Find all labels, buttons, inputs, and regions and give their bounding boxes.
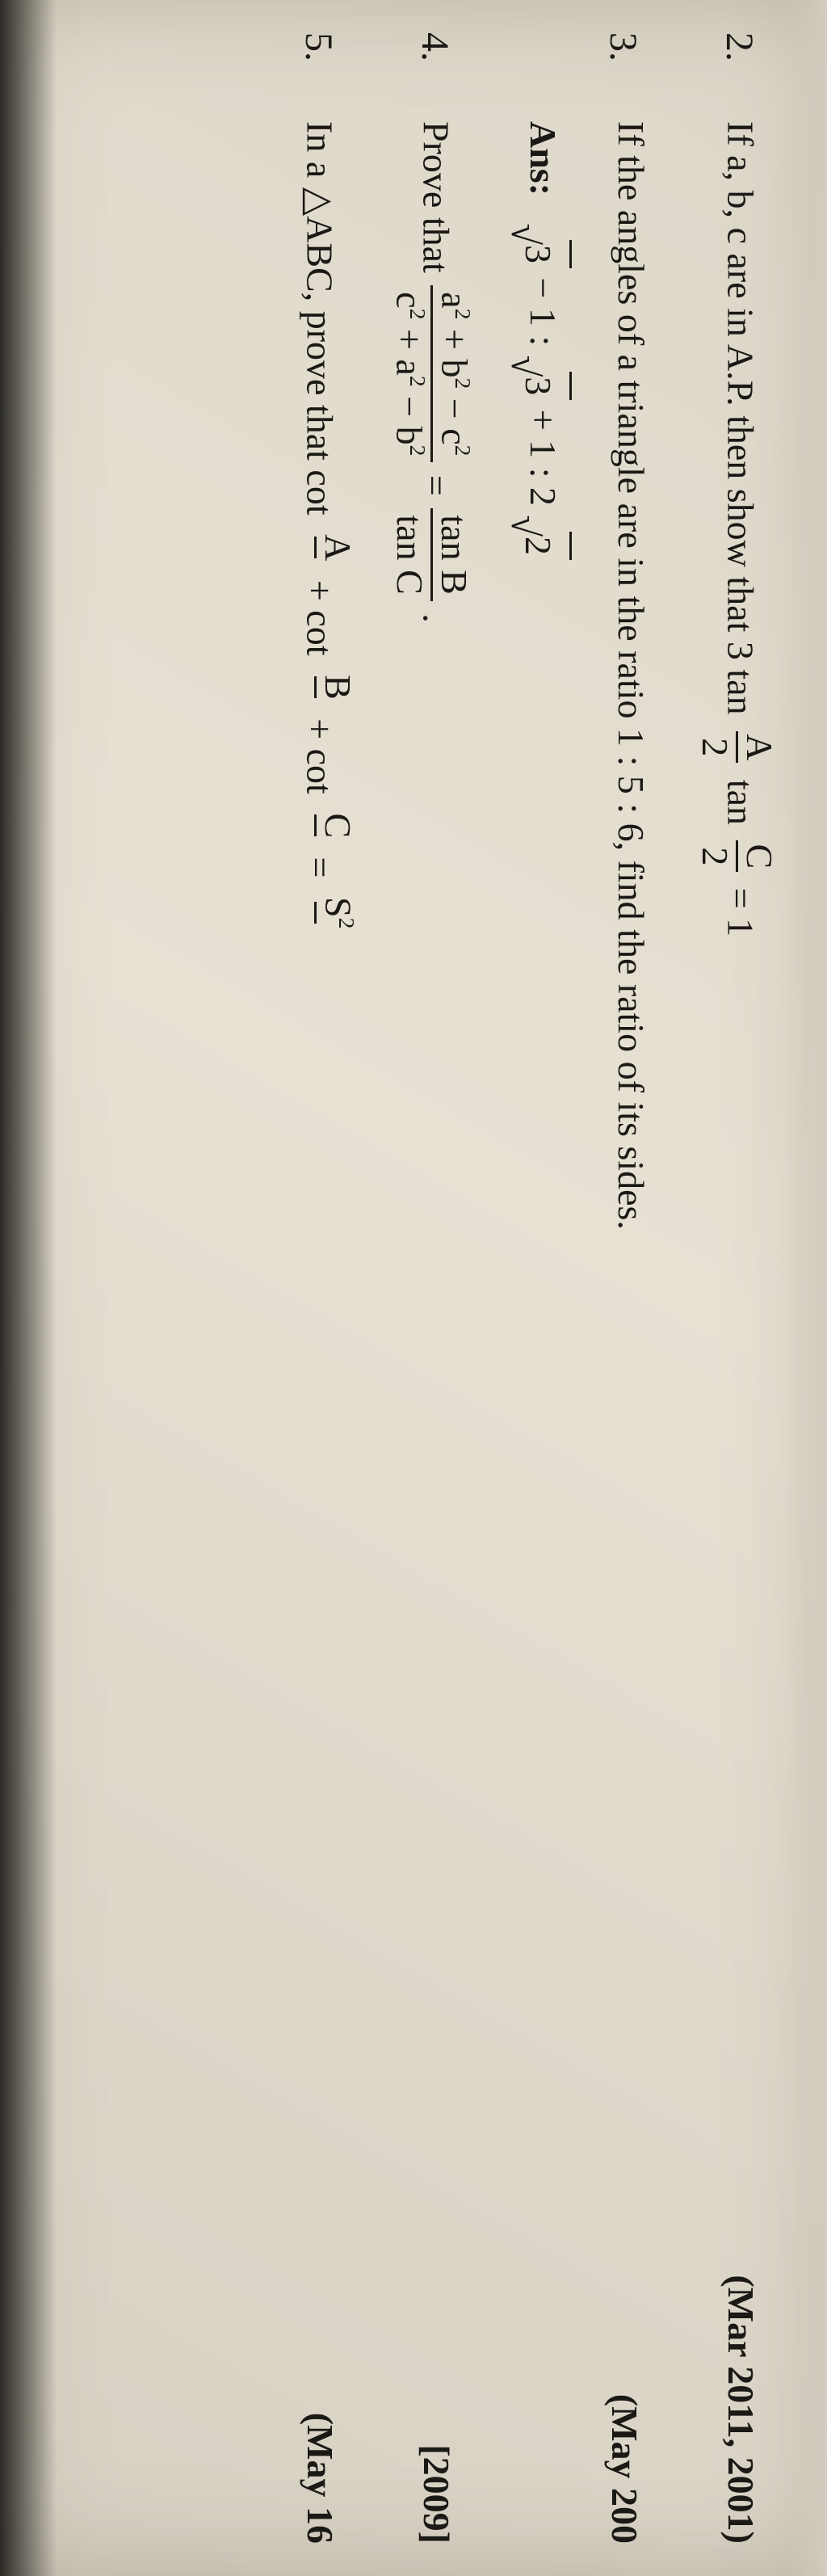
q3-text: If the angles of a triangle are in the r…	[611, 121, 652, 1230]
sq: 2	[451, 377, 476, 389]
numer: B	[317, 668, 357, 706]
answer-body: Ans: √ 3 − 1 : √ 3 + 1 : 2 √ 2	[506, 121, 574, 2544]
numer: C	[317, 806, 357, 844]
denom: 2	[695, 840, 737, 872]
page-top-shadow	[787, 0, 827, 2576]
radical-icon: √	[505, 356, 544, 377]
a: a	[434, 292, 475, 308]
colon: :	[523, 468, 564, 478]
numer: a2 + b2 − c2	[433, 285, 474, 462]
page-bottom-shadow	[0, 0, 57, 2576]
question-body: Prove that a2 + b2 − c2 c2 + a2 − b2 = t…	[390, 121, 474, 2444]
question-body: In a △ABC, prove that cot A + cot B + co…	[274, 121, 358, 2413]
denom	[274, 537, 317, 559]
question-number: 5.	[285, 32, 358, 121]
plus-a: + a	[389, 329, 430, 376]
term: − 1	[523, 278, 564, 326]
sq: 2	[405, 445, 430, 457]
denom	[274, 676, 317, 699]
q5-lead: In a △ABC, prove that	[299, 121, 340, 469]
spacer	[568, 32, 574, 121]
sq: 2	[451, 309, 476, 320]
denom	[274, 902, 317, 924]
q2-reference: (Mar 2011, 2001)	[709, 2275, 779, 2544]
two: 2	[523, 487, 564, 506]
q2-tan1: tan	[720, 669, 762, 714]
question-body: If the angles of a triangle are in the r…	[599, 121, 662, 2394]
answer-label: Ans:	[523, 121, 564, 196]
frac-C: C	[274, 806, 358, 844]
dot: .	[415, 613, 456, 623]
eq: =	[415, 475, 456, 496]
q2-three: 3	[720, 642, 762, 660]
sqrt-2: √ 2	[506, 516, 572, 561]
denom: c2 + a2 − b2	[390, 285, 434, 462]
question-3: 3. If the angles of a triangle are in th…	[590, 32, 663, 2544]
sq: 2	[334, 918, 358, 929]
question-number: 4.	[401, 32, 474, 121]
q2-eq: = 1	[720, 888, 762, 937]
frac-A: A	[274, 528, 358, 567]
numer: A	[317, 528, 357, 567]
denom: 2	[695, 731, 737, 763]
minus-b: − b	[389, 396, 430, 444]
sq: 2	[451, 445, 476, 457]
question-5: 5. In a △ABC, prove that cot A + cot B +…	[274, 32, 358, 2544]
q5-reference: (May 16	[288, 2413, 357, 2544]
denom: tan C	[390, 508, 433, 600]
eq: =	[299, 857, 340, 887]
frac-S2: S2	[274, 890, 358, 935]
q2-tan2: tan	[720, 780, 762, 825]
sqrt-3: √ 3	[506, 224, 572, 269]
minus-c: − c	[434, 398, 475, 445]
frac-B: B	[274, 668, 358, 706]
question-4: 4. Prove that a2 + b2 − c2 c2 + a2 − b2 …	[390, 32, 474, 2544]
denom	[274, 814, 317, 837]
question-number: 3.	[590, 32, 663, 121]
frac-A-over-2: A 2	[695, 727, 779, 767]
frac-C-over-2: C 2	[695, 838, 779, 876]
frac-lhs: a2 + b2 − c2 c2 + a2 − b2	[390, 285, 474, 462]
c: c	[389, 292, 430, 308]
plus-b: + b	[434, 329, 475, 377]
term: + 1	[523, 410, 564, 458]
numer: S2	[317, 890, 358, 935]
question-number: 2.	[706, 32, 779, 121]
sq: 2	[405, 309, 430, 320]
colon: :	[523, 336, 564, 347]
radical-icon: √	[505, 224, 544, 246]
sqrt-3b: √ 3	[506, 356, 572, 401]
question-3-answer: Ans: √ 3 − 1 : √ 3 + 1 : 2 √ 2	[506, 32, 574, 2544]
radical-icon: √	[505, 516, 544, 537]
S: S	[317, 897, 357, 918]
q4-lead: Prove that	[415, 121, 456, 282]
numer: tan B	[433, 508, 473, 600]
numer: C	[738, 838, 779, 876]
q4-reference: [2009]	[405, 2444, 474, 2544]
plus-cot2: + cot	[299, 718, 340, 794]
frac-rhs: tan B tan C	[390, 508, 474, 600]
question-body: If a, b, c are in A.P. then show that 3 …	[695, 121, 779, 2275]
question-2: 2. If a, b, c are in A.P. then show that…	[695, 32, 779, 2544]
page: 2. If a, b, c are in A.P. then show that…	[0, 0, 827, 2576]
q2-lead: If a, b, c are in A.P. then show that	[720, 121, 762, 642]
q3-reference: (May 200	[593, 2394, 662, 2544]
sq: 2	[405, 376, 430, 387]
numer: A	[738, 727, 779, 767]
cot: cot	[299, 469, 340, 515]
plus-cot: + cot	[299, 580, 340, 656]
